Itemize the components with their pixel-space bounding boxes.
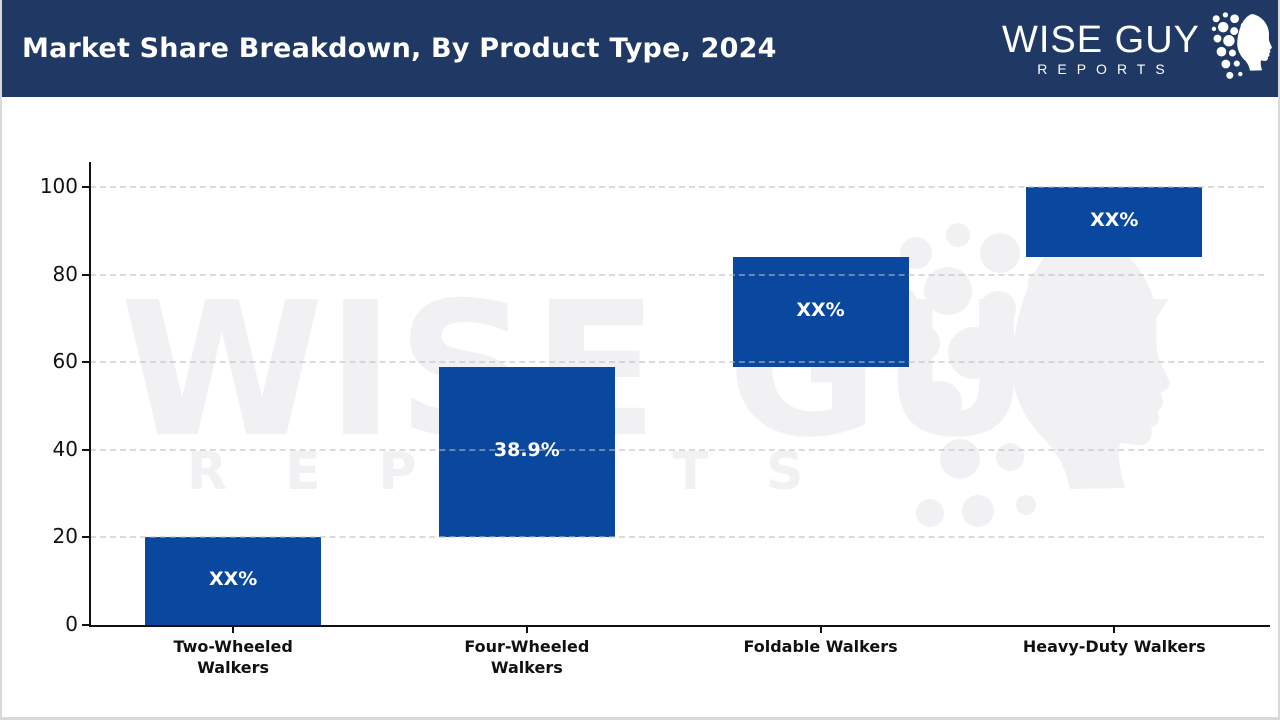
watermark-wordmark: WISE GUY [120, 262, 1169, 478]
y-gridline [90, 536, 1264, 539]
x-category-label: Two-Wheeled Walkers [87, 636, 379, 678]
y-tick-mark [82, 536, 90, 539]
y-tick-label: 100 [39, 173, 78, 198]
x-category-label-line: Four-Wheeled [464, 637, 590, 656]
wiseguy-face-icon [1211, 11, 1272, 79]
x-axis-line [89, 625, 1270, 627]
x-tick-mark [1113, 625, 1116, 633]
bar-value-label: XX% [1090, 209, 1139, 231]
bar-value-label: 38.9% [493, 439, 560, 462]
y-tick-mark [82, 185, 90, 188]
y-tick-mark [82, 448, 90, 451]
y-tick-label: 40 [52, 436, 78, 461]
y-gridline [90, 185, 1264, 188]
x-category-label: Heavy-Duty Walkers [968, 636, 1260, 657]
bar-2 [438, 366, 615, 538]
bar-value-label: XX% [208, 568, 258, 591]
logo-subtitle: REPORTS [1037, 60, 1175, 77]
x-category-label: Foldable Walkers [675, 636, 967, 657]
header-band: Market Share Breakdown, By Product Type,… [2, 0, 1278, 97]
x-category-label: Four-Wheeled Walkers [381, 636, 673, 678]
x-category-label-line: Foldable Walkers [743, 637, 898, 656]
x-category-label-line: Walkers [490, 658, 563, 677]
y-tick-mark [82, 624, 90, 626]
x-tick-mark [232, 625, 235, 633]
y-tick-label: 0 [65, 612, 78, 636]
x-tick-mark [819, 625, 822, 633]
wiseguy-logo: WISE GUY REPORTS [1002, 8, 1272, 90]
page-title: Market Share Breakdown, By Product Type,… [22, 33, 777, 64]
wiseguy-logo-text: WISE GUY REPORTS [1001, 18, 1200, 78]
y-gridline [90, 361, 1264, 364]
y-axis-line [89, 162, 91, 626]
x-tick-mark [525, 625, 528, 633]
y-tick-label: 20 [52, 524, 78, 549]
y-tick-label: 80 [52, 261, 78, 286]
y-tick-mark [82, 273, 90, 276]
y-gridline [90, 273, 1264, 276]
logo-wordmark: WISE GUY [1001, 18, 1200, 61]
x-category-label-line: Heavy-Duty Walkers [1022, 637, 1206, 656]
y-tick-mark [82, 361, 90, 364]
y-gridline [90, 448, 1264, 451]
bar-value-label: XX% [796, 299, 845, 322]
y-tick-label: 60 [52, 349, 78, 374]
x-category-label-line: Walkers [197, 658, 270, 677]
x-category-label-line: Two-Wheeled [173, 637, 293, 656]
bar-1 [145, 537, 322, 625]
wiseguy-face-watermark-icon [896, 223, 1170, 527]
